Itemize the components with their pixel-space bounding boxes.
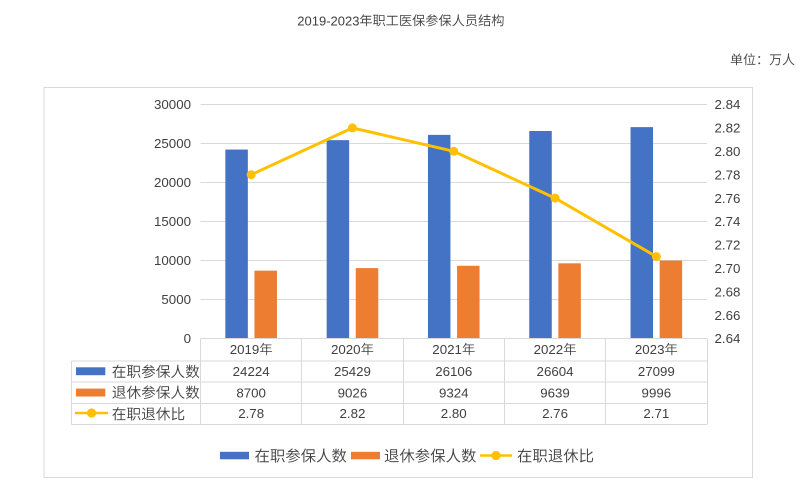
svg-text:10000: 10000 <box>154 253 191 268</box>
svg-text:2.66: 2.66 <box>715 308 741 323</box>
svg-text:2.76: 2.76 <box>715 191 741 206</box>
svg-text:26604: 26604 <box>537 364 574 379</box>
svg-text:2.82: 2.82 <box>715 121 741 136</box>
svg-text:24224: 24224 <box>233 364 270 379</box>
svg-text:25000: 25000 <box>154 136 191 151</box>
svg-text:9996: 9996 <box>642 386 672 401</box>
svg-text:2.70: 2.70 <box>715 261 741 276</box>
svg-text:2.78: 2.78 <box>715 167 741 182</box>
svg-text:26106: 26106 <box>435 364 472 379</box>
svg-text:2.78: 2.78 <box>238 406 264 421</box>
svg-text:8700: 8700 <box>236 386 266 401</box>
svg-text:2.80: 2.80 <box>715 144 741 159</box>
svg-text:2.68: 2.68 <box>715 284 741 299</box>
svg-text:15000: 15000 <box>154 214 191 229</box>
svg-text:9639: 9639 <box>540 386 570 401</box>
svg-text:2.64: 2.64 <box>715 331 741 346</box>
svg-text:2.74: 2.74 <box>715 214 741 229</box>
svg-text:2.84: 2.84 <box>715 97 741 112</box>
svg-text:2019: 2019 <box>230 342 260 357</box>
svg-text:2023: 2023 <box>635 342 665 357</box>
svg-text:2022: 2022 <box>534 342 564 357</box>
svg-text:0: 0 <box>184 331 191 346</box>
svg-text:2.80: 2.80 <box>441 406 467 421</box>
svg-text:9026: 9026 <box>338 386 368 401</box>
svg-text:2.71: 2.71 <box>643 406 669 421</box>
svg-text:5000: 5000 <box>161 292 191 307</box>
svg-text:9324: 9324 <box>439 386 469 401</box>
svg-text:2021: 2021 <box>432 342 462 357</box>
svg-text:25429: 25429 <box>334 364 371 379</box>
svg-text:2019-2023: 2019-2023 <box>297 13 359 28</box>
svg-text:2020: 2020 <box>331 342 361 357</box>
svg-text:2.72: 2.72 <box>715 238 741 253</box>
svg-text:27099: 27099 <box>638 364 675 379</box>
svg-text:2.76: 2.76 <box>542 406 568 421</box>
svg-text:30000: 30000 <box>154 97 191 112</box>
svg-text:20000: 20000 <box>154 175 191 190</box>
svg-text:2.82: 2.82 <box>340 406 366 421</box>
